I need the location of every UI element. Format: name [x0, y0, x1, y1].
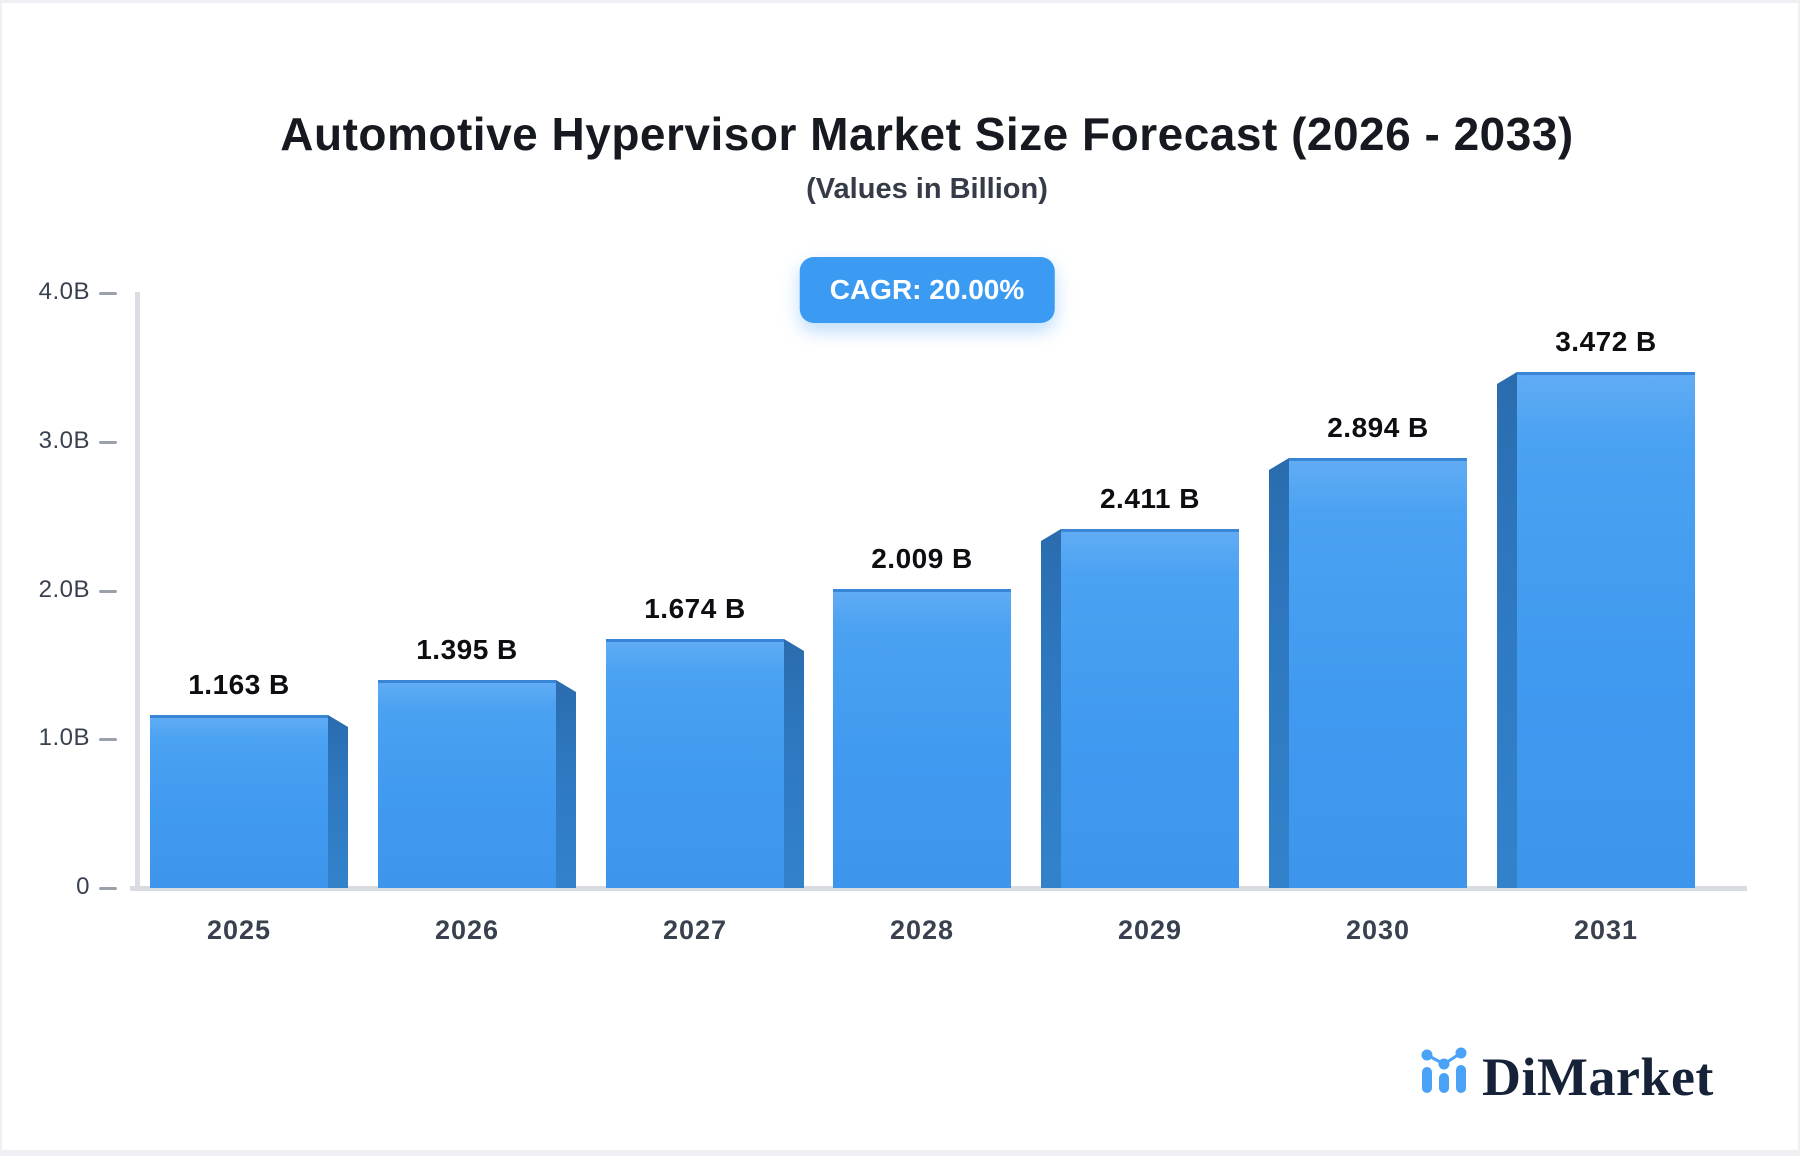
- bar-value-label-2030: 2.894 B: [1327, 412, 1429, 443]
- y-axis-tick-label: 3.0B: [38, 426, 90, 454]
- bar-side-2026: [556, 680, 576, 888]
- bar-side-2025: [328, 715, 348, 888]
- y-axis-tick: [99, 887, 117, 890]
- y-axis-tick-label: 2.0B: [38, 575, 90, 603]
- cagr-badge: CAGR: 20.00%: [799, 257, 1055, 323]
- page-subtitle: (Values in Billion): [806, 173, 1048, 205]
- bar-2026: [378, 680, 556, 888]
- y-axis-tick-label: 0: [76, 873, 90, 900]
- y-axis-tick: [99, 440, 117, 444]
- x-axis-label-2028: 2028: [889, 915, 955, 945]
- x-axis-label-2027: 2027: [662, 915, 728, 945]
- y-axis-tick-label: 4.0B: [38, 278, 90, 305]
- bar-value-label-2029: 2.411 B: [1099, 483, 1201, 514]
- x-axis-line: [130, 886, 1747, 891]
- bar-2027: [606, 639, 784, 888]
- bar-2025: [150, 715, 328, 888]
- y-axis-line: [135, 292, 140, 891]
- bar-2029: [1061, 529, 1239, 888]
- brand-name: DiMarket: [1482, 1046, 1714, 1107]
- y-axis-tick: [99, 738, 117, 742]
- bar-side-2029: [1041, 529, 1061, 888]
- x-axis-label-2031: 2031: [1573, 915, 1639, 945]
- bar-side-2027: [784, 639, 804, 888]
- bar-line-chart-icon: [1420, 1047, 1470, 1106]
- x-axis-label-2026: 2026: [434, 915, 500, 945]
- bar-value-label-2027: 1.674 B: [644, 593, 746, 624]
- chart-card: Automotive Hypervisor Market Size Foreca…: [2, 3, 1798, 1150]
- x-axis-label-2025: 2025: [206, 915, 272, 945]
- bar-side-2030: [1269, 458, 1289, 888]
- x-axis-label-2029: 2029: [1117, 915, 1183, 945]
- y-axis-tick: [99, 589, 117, 593]
- bar-value-label-2025: 1.163 B: [188, 669, 290, 700]
- bar-value-label-2026: 1.395 B: [416, 634, 518, 665]
- bar-2031: [1517, 372, 1695, 888]
- page-title: Automotive Hypervisor Market Size Foreca…: [280, 108, 1574, 160]
- y-axis-tick-label: 1.0B: [38, 724, 90, 752]
- bar-side-2031: [1497, 372, 1517, 888]
- bar-2030: [1289, 458, 1467, 888]
- y-axis-tick: [99, 292, 117, 295]
- x-axis-label-2030: 2030: [1345, 915, 1411, 945]
- bar-2028: [833, 589, 1011, 888]
- brand-logo: DiMarket: [1420, 1047, 1714, 1106]
- bar-value-label-2028: 2.009 B: [871, 543, 973, 574]
- bar-value-label-2031: 3.472 B: [1555, 326, 1657, 357]
